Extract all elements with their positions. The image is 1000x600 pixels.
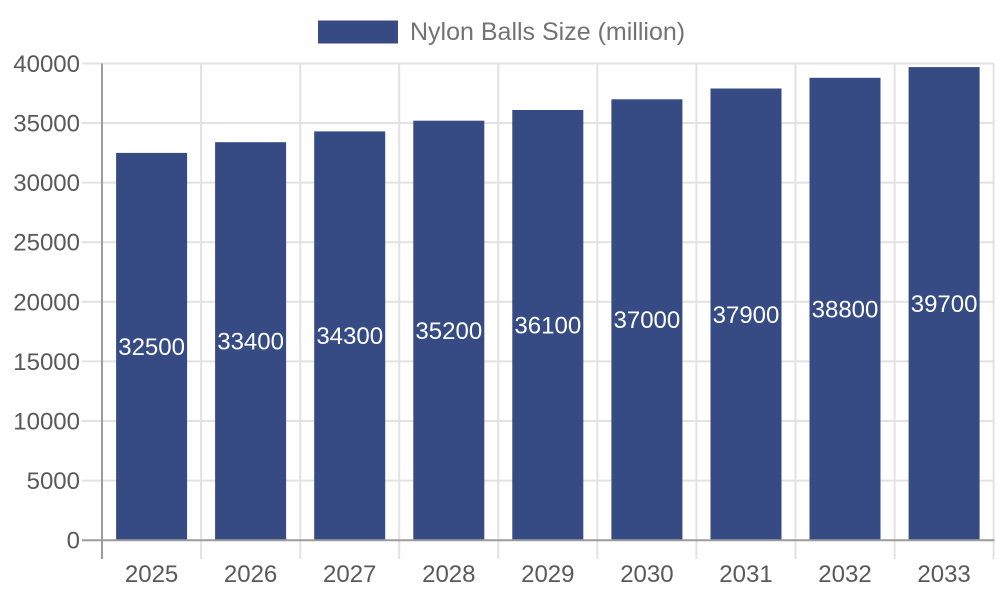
svg-text:35200: 35200: [415, 318, 482, 345]
svg-text:10000: 10000: [13, 409, 80, 436]
svg-text:2032: 2032: [818, 561, 871, 588]
svg-text:32500: 32500: [118, 334, 185, 361]
svg-text:20000: 20000: [13, 289, 80, 316]
svg-text:39700: 39700: [911, 291, 978, 318]
svg-text:2026: 2026: [224, 561, 277, 588]
svg-text:2033: 2033: [917, 561, 970, 588]
svg-text:35000: 35000: [13, 111, 80, 138]
svg-text:30000: 30000: [13, 170, 80, 197]
svg-text:37000: 37000: [614, 307, 681, 334]
svg-text:34300: 34300: [316, 323, 383, 350]
svg-text:15000: 15000: [13, 349, 80, 376]
svg-text:2028: 2028: [422, 561, 475, 588]
svg-text:0: 0: [67, 528, 80, 555]
svg-text:2025: 2025: [125, 561, 178, 588]
svg-text:Nylon Balls Size (million): Nylon Balls Size (million): [410, 18, 685, 46]
svg-text:36100: 36100: [514, 313, 581, 340]
svg-text:38800: 38800: [812, 296, 879, 323]
svg-text:2030: 2030: [620, 561, 673, 588]
svg-text:2029: 2029: [521, 561, 574, 588]
svg-text:25000: 25000: [13, 230, 80, 257]
svg-text:5000: 5000: [27, 468, 80, 495]
svg-text:37900: 37900: [713, 302, 780, 329]
svg-text:33400: 33400: [217, 329, 284, 356]
svg-text:2031: 2031: [719, 561, 772, 588]
svg-text:40000: 40000: [13, 51, 80, 78]
svg-text:2027: 2027: [323, 561, 376, 588]
